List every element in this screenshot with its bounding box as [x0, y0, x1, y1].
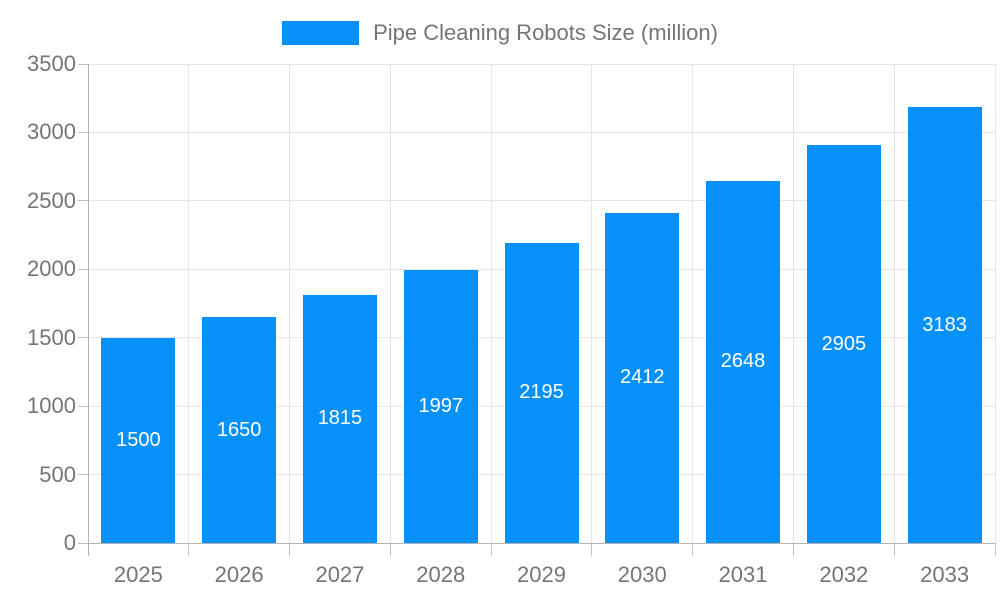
y-axis-tick [78, 131, 88, 133]
y-tick-label: 1000 [27, 393, 76, 419]
legend-label: Pipe Cleaning Robots Size (million) [373, 20, 718, 45]
y-axis-tick [78, 268, 88, 270]
x-axis-tick [289, 543, 291, 556]
bar-2031[interactable]: 2648 [706, 180, 781, 543]
bar-value-label: 1815 [317, 407, 363, 430]
y-axis-tick [78, 200, 88, 202]
x-axis-tick [692, 543, 694, 556]
x-axis-tick [893, 543, 895, 556]
bar-2032[interactable]: 2905 [806, 145, 881, 543]
y-tick-label: 2000 [27, 256, 76, 282]
y-tick-label: 3000 [27, 119, 76, 145]
chart-legend[interactable]: Pipe Cleaning Robots Size (million) [0, 20, 1000, 46]
bar-value-label: 2195 [519, 381, 564, 404]
v-gridline [389, 64, 391, 543]
x-tick-label: 2030 [617, 562, 667, 587]
x-tick-label: 2028 [416, 562, 466, 587]
x-axis-tick [994, 543, 996, 556]
y-tick-label: 1500 [27, 324, 76, 350]
v-gridline [692, 64, 694, 543]
y-axis-tick [78, 405, 88, 407]
x-tick-label: 2031 [718, 562, 768, 587]
y-axis-tick [78, 474, 88, 476]
y-tick-label: 2500 [27, 187, 76, 213]
bar-2026[interactable]: 1650 [202, 317, 277, 543]
v-gridline [490, 64, 492, 543]
v-gridline [893, 64, 895, 543]
v-gridline [591, 64, 593, 543]
legend-swatch [282, 21, 360, 45]
x-tick-label: 2027 [315, 562, 365, 587]
bar-2025[interactable]: 1500 [101, 337, 176, 543]
bar-value-label: 1650 [216, 418, 262, 441]
y-tick-label: 0 [63, 530, 76, 555]
v-gridline [792, 64, 794, 543]
bar-2029[interactable]: 2195 [504, 242, 579, 543]
v-gridline [188, 64, 190, 543]
bar-value-label: 2905 [821, 332, 867, 355]
y-axis-tick [78, 542, 88, 544]
h-gridline [88, 63, 995, 65]
x-tick-label: 2029 [517, 562, 566, 587]
bar-value-label: 3183 [922, 313, 967, 336]
x-axis-tick [490, 543, 492, 556]
bar-2027[interactable]: 1815 [302, 294, 377, 543]
bar-2033[interactable]: 3183 [907, 107, 982, 543]
x-axis-tick [591, 543, 593, 556]
y-axis-line [87, 64, 89, 556]
y-tick-label: 3500 [27, 51, 76, 76]
bar-value-label: 1997 [418, 394, 463, 417]
bar-value-label: 1500 [116, 428, 161, 451]
x-axis-line [88, 542, 995, 544]
bar-2030[interactable]: 2412 [605, 212, 680, 543]
bar-2028[interactable]: 1997 [403, 269, 478, 543]
x-tick-label: 2032 [819, 562, 869, 587]
y-tick-label: 500 [39, 461, 76, 487]
x-axis-tick [792, 543, 794, 556]
bar-value-label: 2648 [720, 350, 766, 373]
h-gridline [88, 200, 995, 202]
x-axis-tick [389, 543, 391, 556]
x-axis-tick [188, 543, 190, 556]
v-gridline [289, 64, 291, 543]
bar-value-label: 2412 [620, 366, 665, 389]
x-tick-label: 2033 [920, 562, 970, 587]
h-gridline [88, 131, 995, 133]
y-axis-tick [78, 63, 88, 65]
y-axis-tick [78, 337, 88, 339]
x-tick-label: 2025 [113, 562, 163, 587]
v-gridline [994, 64, 996, 543]
x-tick-label: 2026 [214, 562, 264, 587]
